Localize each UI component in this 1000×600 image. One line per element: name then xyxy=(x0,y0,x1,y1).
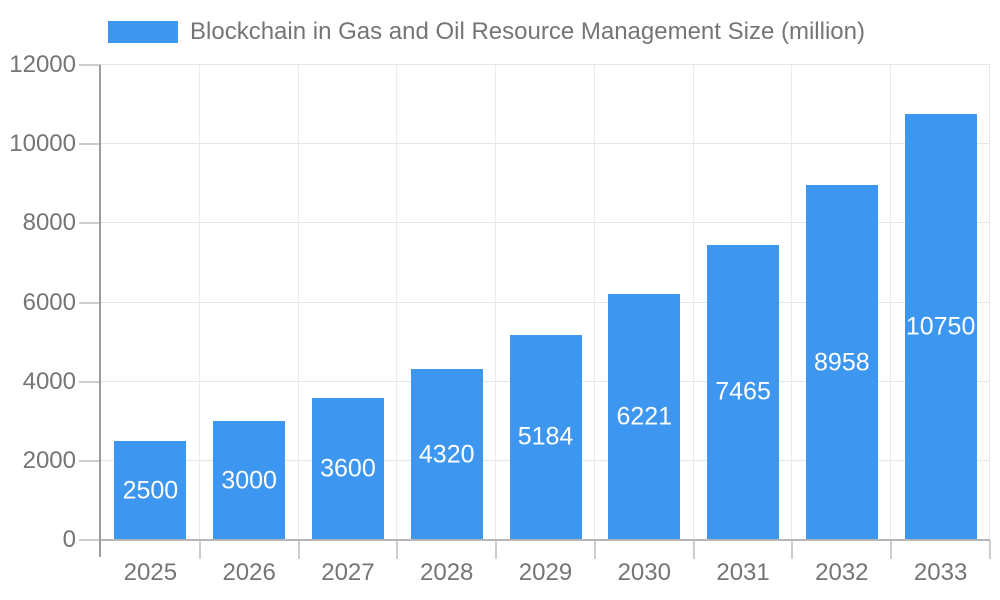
y-axis-tick xyxy=(79,143,101,146)
x-gridline xyxy=(593,65,595,540)
x-gridline xyxy=(495,65,497,540)
y-axis-tick xyxy=(79,459,101,462)
y-axis-tick xyxy=(79,64,101,66)
y-axis-tick-label: 8000 xyxy=(22,209,76,237)
x-axis-tick xyxy=(593,540,596,559)
bar-value-label: 4320 xyxy=(418,440,475,468)
x-axis-label: 2029 xyxy=(518,559,573,586)
y-gridline xyxy=(101,222,990,224)
x-gridline xyxy=(890,65,892,540)
x-gridline xyxy=(989,65,990,540)
x-axis-label: 2026 xyxy=(222,559,276,586)
bar-value-label: 5184 xyxy=(517,422,574,451)
x-axis-label: 2033 xyxy=(913,559,968,586)
x-axis-label: 2031 xyxy=(716,559,770,586)
y-axis-tick-label: 2000 xyxy=(22,446,76,474)
bar-value-label: 3000 xyxy=(221,466,277,495)
x-axis-label: 2030 xyxy=(617,559,671,586)
y-gridline xyxy=(101,143,990,145)
legend-swatch[interactable] xyxy=(108,21,178,43)
x-gridline xyxy=(692,65,694,540)
x-axis-label: 2027 xyxy=(321,559,375,586)
bar[interactable]: 5184 xyxy=(509,334,582,540)
x-axis-tick xyxy=(791,540,794,559)
x-gridline xyxy=(791,65,793,540)
y-axis-tick xyxy=(79,301,101,304)
x-axis-tick xyxy=(989,540,991,559)
bar[interactable]: 3600 xyxy=(311,397,384,540)
bar[interactable]: 6221 xyxy=(608,293,681,540)
x-axis-tick xyxy=(198,540,201,559)
x-gridline xyxy=(198,65,200,540)
y-axis-line xyxy=(99,65,101,557)
bar[interactable]: 8958 xyxy=(805,185,878,540)
bar-value-label: 2500 xyxy=(122,476,179,504)
bar-value-label: 3600 xyxy=(320,454,376,483)
bar-value-label: 7465 xyxy=(715,377,771,406)
bar-value-label: 10750 xyxy=(905,312,976,341)
bar-value-label: 6221 xyxy=(616,402,673,431)
bar[interactable]: 2500 xyxy=(114,441,187,540)
x-axis-label: 2025 xyxy=(123,559,178,586)
x-gridline xyxy=(396,65,398,540)
x-axis-tick xyxy=(495,540,498,559)
x-axis-label: 2032 xyxy=(815,559,869,586)
y-axis-tick-label: 10000 xyxy=(9,130,76,158)
y-axis-tick-label: 4000 xyxy=(22,367,76,395)
x-gridline xyxy=(297,65,299,540)
x-axis-baseline xyxy=(101,539,990,541)
y-axis-tick xyxy=(79,380,101,383)
legend-label[interactable]: Blockchain in Gas and Oil Resource Manag… xyxy=(190,18,865,45)
y-axis-tick-label: 12000 xyxy=(9,51,76,78)
bar[interactable]: 3000 xyxy=(213,421,286,540)
y-axis-tick xyxy=(79,539,101,541)
y-axis-tick xyxy=(79,222,101,225)
bar-value-label: 8958 xyxy=(814,348,870,377)
x-axis-tick xyxy=(692,540,695,559)
y-gridline xyxy=(101,64,990,65)
y-gridline xyxy=(101,301,990,303)
bar[interactable]: 7465 xyxy=(707,244,780,540)
x-axis-tick xyxy=(396,540,399,559)
bar[interactable]: 4320 xyxy=(410,369,483,540)
x-axis-tick xyxy=(297,540,300,559)
x-axis-label: 2028 xyxy=(420,559,474,586)
y-axis-tick-label: 0 xyxy=(62,526,76,553)
x-axis-tick xyxy=(890,540,893,559)
y-axis-tick-label: 6000 xyxy=(22,288,76,316)
bar[interactable]: 10750 xyxy=(904,114,977,540)
